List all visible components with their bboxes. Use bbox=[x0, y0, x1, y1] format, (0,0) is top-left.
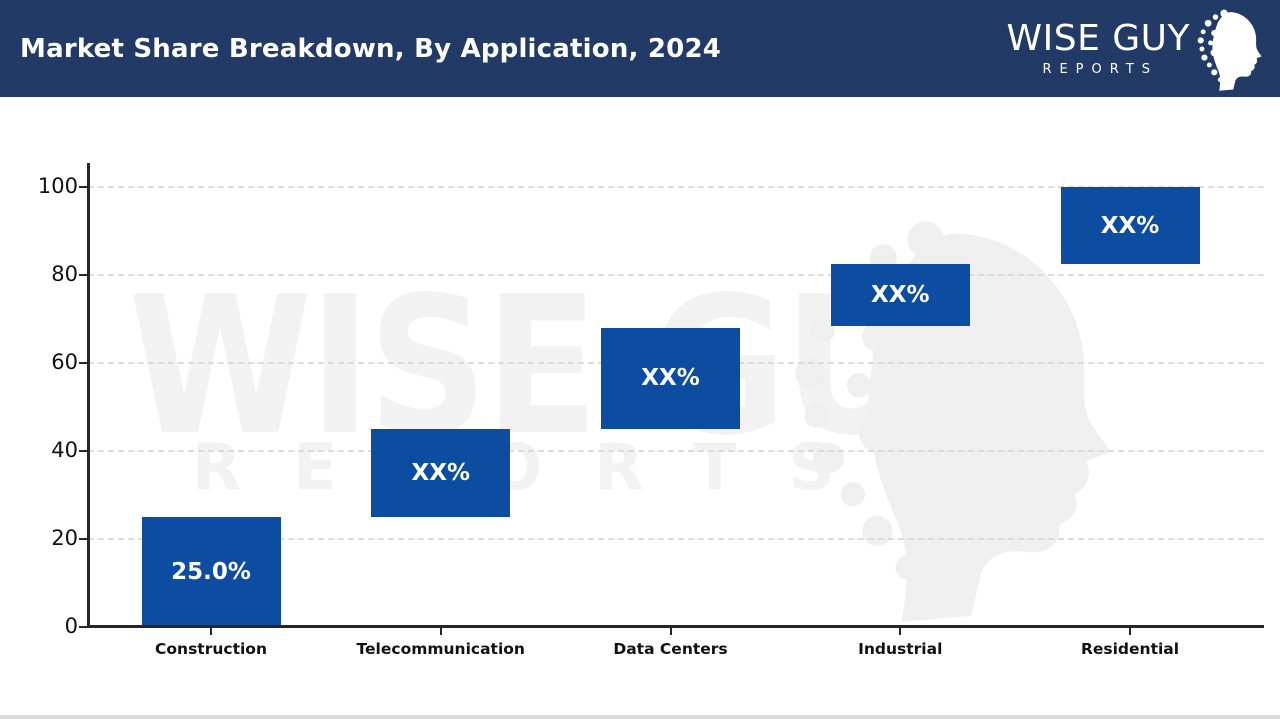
x-category-label: Construction bbox=[155, 640, 267, 658]
y-tick-label-60: 60 bbox=[51, 350, 78, 374]
logo-head-icon bbox=[1192, 6, 1266, 92]
y-tick-mark-20 bbox=[79, 538, 87, 540]
bar-data-centers: XX% bbox=[601, 327, 740, 429]
gridline-20 bbox=[88, 538, 1264, 540]
bar-residential: XX% bbox=[1060, 187, 1200, 264]
bar-value-label: XX% bbox=[1100, 212, 1160, 239]
x-category-label: Residential bbox=[1080, 640, 1180, 658]
x-tick-mark-2 bbox=[439, 628, 442, 635]
y-tick-mark-0 bbox=[79, 626, 87, 628]
x-tick-mark-1 bbox=[210, 628, 212, 635]
bar-value-label: XX% bbox=[411, 460, 470, 486]
y-tick-label-0: 0 bbox=[64, 614, 78, 638]
logo-wordmark: WISE GUY bbox=[1006, 17, 1190, 59]
gridline-80 bbox=[88, 274, 1264, 276]
x-category-label: Telecommunication bbox=[356, 640, 525, 658]
bar-value-label: XX% bbox=[870, 281, 930, 308]
y-axis-spine bbox=[87, 163, 90, 628]
bottom-border bbox=[0, 715, 1280, 719]
y-tick-mark-40 bbox=[79, 450, 87, 452]
bar-industrial: XX% bbox=[830, 264, 970, 326]
x-tick-mark-5 bbox=[1129, 628, 1131, 635]
x-tick-mark-3 bbox=[669, 628, 672, 635]
logo-text: WISE GUY REPORTS bbox=[1006, 17, 1191, 77]
y-tick-mark-80 bbox=[79, 274, 87, 276]
header-bar: Market Share Breakdown, By Application, … bbox=[0, 0, 1280, 97]
y-tick-mark-100 bbox=[79, 186, 87, 188]
x-category-label: Data Centers bbox=[613, 640, 728, 658]
x-tick-mark-4 bbox=[899, 628, 902, 635]
logo-subtitle: REPORTS bbox=[1042, 61, 1159, 77]
bar-value-label: XX% bbox=[641, 365, 700, 392]
y-tick-label-20: 20 bbox=[51, 526, 78, 550]
x-category-label: Industrial bbox=[858, 640, 943, 658]
y-tick-label-80: 80 bbox=[51, 262, 78, 286]
y-tick-mark-60 bbox=[79, 362, 87, 364]
gridline-100 bbox=[88, 186, 1264, 188]
y-tick-label-100: 100 bbox=[37, 174, 78, 198]
watermark-subtitle: REPORTS bbox=[192, 431, 887, 505]
y-tick-label-40: 40 bbox=[51, 438, 78, 462]
gridline-40 bbox=[88, 450, 1264, 452]
bar-telecommunication: XX% bbox=[371, 429, 511, 517]
bar-value-label: 25.0% bbox=[171, 559, 251, 585]
x-axis-line bbox=[87, 625, 1264, 628]
wise-guy-reports-logo: WISE GUY REPORTS bbox=[1007, 6, 1267, 92]
bar-construction: 25.0% bbox=[141, 517, 281, 627]
page-title: Market Share Breakdown, By Application, … bbox=[20, 33, 722, 64]
